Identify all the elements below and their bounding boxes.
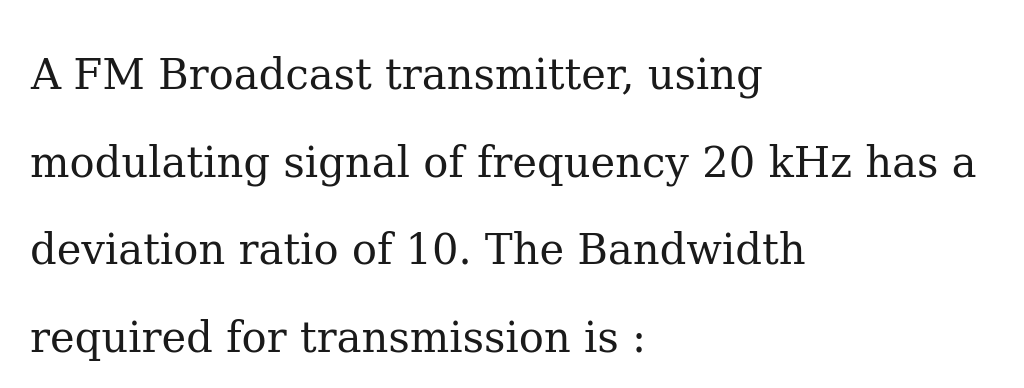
Text: deviation ratio of 10. The Bandwidth: deviation ratio of 10. The Bandwidth — [30, 231, 806, 273]
Text: A FM Broadcast transmitter, using: A FM Broadcast transmitter, using — [30, 55, 763, 97]
Text: required for transmission is :: required for transmission is : — [30, 319, 646, 361]
Text: modulating signal of frequency 20 kHz has a: modulating signal of frequency 20 kHz ha… — [30, 143, 977, 185]
